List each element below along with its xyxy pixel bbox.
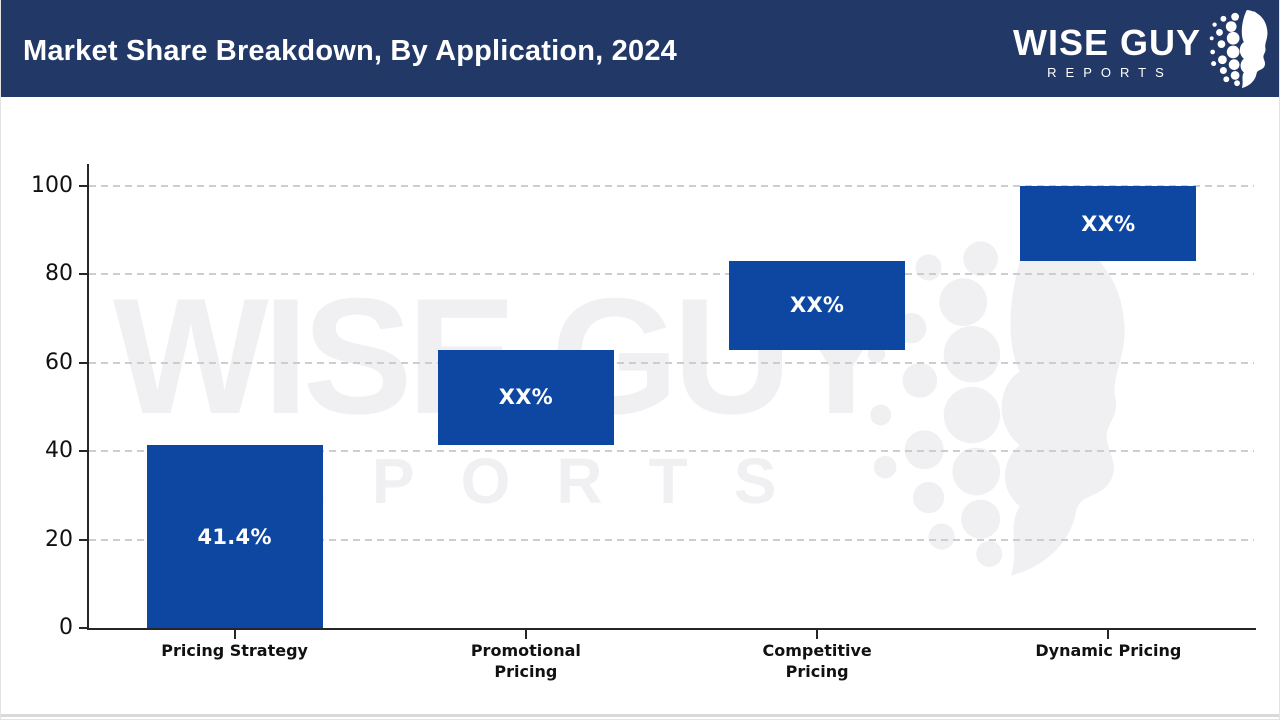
y-tick-label: 80 <box>45 261 73 287</box>
x-tick-label: Dynamic Pricing <box>1035 641 1182 660</box>
logo-line1: WISE GUY <box>1012 22 1201 63</box>
y-tick-mark <box>79 450 87 453</box>
gridline <box>89 450 1254 453</box>
wise-guy-head-icon <box>1209 9 1268 89</box>
x-tick-label: Promotional Pricing <box>470 641 581 681</box>
wise-guy-logo: WISE GUY REPORTS <box>1011 0 1279 97</box>
x-tick-mark <box>816 630 819 639</box>
y-axis-line <box>87 164 89 630</box>
bar: 41.4% <box>146 445 323 628</box>
gridline <box>89 185 1254 188</box>
x-axis-line <box>87 628 1256 630</box>
bar-value-label: XX% <box>498 385 554 410</box>
y-tick-label: 100 <box>31 173 73 199</box>
logo-line2: REPORTS <box>1047 65 1173 80</box>
bar-value-label: 41.4% <box>197 524 272 549</box>
x-tick-label: Pricing Strategy <box>161 641 308 660</box>
x-tick-label: Competitive Pricing <box>762 641 872 681</box>
x-tick-mark <box>1107 630 1110 639</box>
chart-title: Market Share Breakdown, By Application, … <box>23 35 677 67</box>
gridline <box>89 361 1254 364</box>
header: Market Share Breakdown, By Application, … <box>1 0 1279 97</box>
gridline <box>89 538 1254 541</box>
y-tick-mark <box>79 538 87 541</box>
x-tick-mark <box>233 630 236 639</box>
bottom-divider <box>1 714 1279 717</box>
y-tick-label: 20 <box>45 526 73 552</box>
gridline <box>89 273 1254 276</box>
y-tick-label: 60 <box>45 349 73 375</box>
x-tick-mark <box>524 630 527 639</box>
bar: XX% <box>1020 186 1197 262</box>
bar-value-label: XX% <box>1081 211 1136 236</box>
y-tick-label: 40 <box>45 438 73 464</box>
bar: XX% <box>437 349 614 446</box>
bar-value-label: XX% <box>789 293 845 318</box>
y-tick-mark <box>79 185 87 188</box>
logo-wordmark: WISE GUY REPORTS <box>1012 22 1201 81</box>
y-tick-mark <box>79 273 87 276</box>
y-tick-label: 0 <box>59 615 73 640</box>
y-tick-mark <box>79 627 87 629</box>
bar: XX% <box>729 261 906 350</box>
y-tick-mark <box>79 361 87 364</box>
